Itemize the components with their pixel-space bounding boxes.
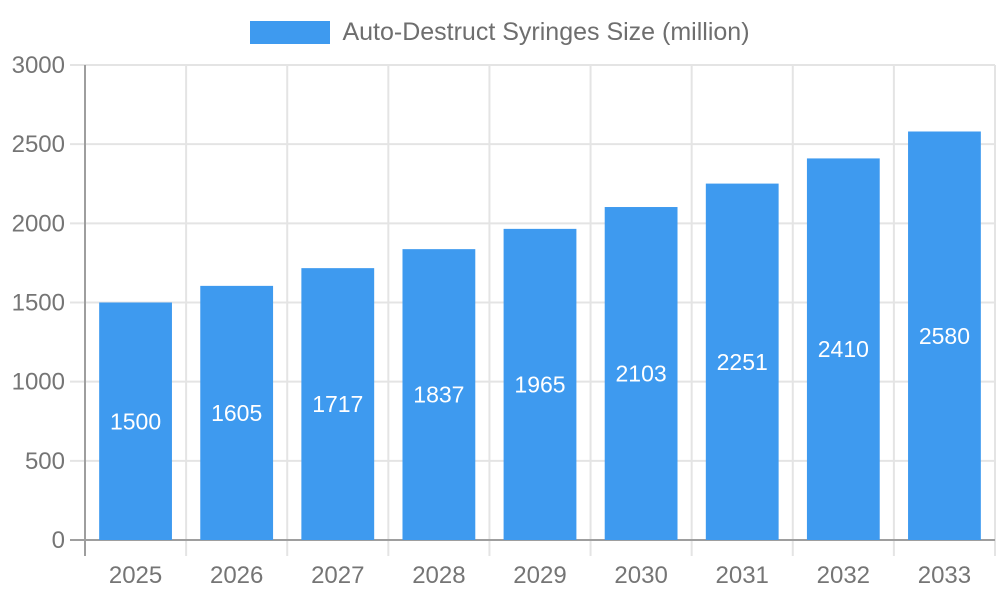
y-tick-label-2500: 2500 <box>12 131 65 158</box>
bar-value-label-2032: 2410 <box>818 336 869 362</box>
bar-value-label-2031: 2251 <box>717 349 768 375</box>
y-tick-label-3000: 3000 <box>12 52 65 79</box>
x-tick-label-2028: 2028 <box>412 562 465 589</box>
x-tick-label-2026: 2026 <box>210 562 263 589</box>
x-tick-label-2027: 2027 <box>311 562 364 589</box>
bar-value-label-2025: 1500 <box>110 408 161 434</box>
bar-2025[interactable] <box>99 302 172 541</box>
bar-value-label-2033: 2580 <box>919 323 970 349</box>
x-tick-label-2033: 2033 <box>918 562 971 589</box>
bar-2031[interactable] <box>705 183 779 540</box>
bar-value-label-2029: 1965 <box>514 371 565 397</box>
bar-2029[interactable] <box>503 228 577 540</box>
y-tick-label-500: 500 <box>25 448 65 475</box>
y-tick-label-1000: 1000 <box>12 369 65 396</box>
bar-value-label-2030: 2103 <box>616 361 667 387</box>
x-tick-label-2032: 2032 <box>817 562 870 589</box>
y-tick-label-2000: 2000 <box>12 210 65 237</box>
x-tick-label-2025: 2025 <box>109 562 162 589</box>
bar-2026[interactable] <box>200 285 274 540</box>
bar-2030[interactable] <box>604 207 678 540</box>
y-tick-label-1500: 1500 <box>12 290 65 317</box>
bar-value-label-2026: 1605 <box>211 400 262 426</box>
bar-value-label-2027: 1717 <box>312 391 363 417</box>
x-tick-label-2030: 2030 <box>614 562 667 589</box>
y-tick-label-0: 0 <box>52 527 65 554</box>
bar-2028[interactable] <box>402 249 476 540</box>
bar-2027[interactable] <box>301 268 375 540</box>
bar-2032[interactable] <box>806 158 880 540</box>
bar-2033[interactable] <box>908 131 981 541</box>
x-tick-label-2029: 2029 <box>513 562 566 589</box>
x-tick-label-2031: 2031 <box>716 562 769 589</box>
bar-value-label-2028: 1837 <box>413 382 464 408</box>
